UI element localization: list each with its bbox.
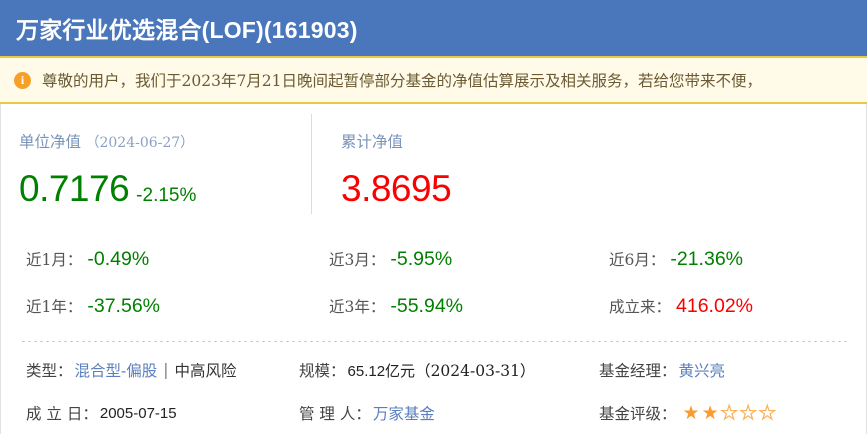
detail-rating-label: 基金评级： (599, 405, 677, 423)
perf-item-6m: 近6月： -21.36% (609, 248, 848, 271)
detail-company: 管 理 人： 万家基金 (299, 402, 599, 424)
detail-type-link[interactable]: 混合型-偏股 (74, 362, 158, 380)
star-empty-icon: ★ (758, 401, 776, 424)
unit-net-value-row: 0.7176 -2.15% (19, 170, 311, 207)
star-empty-icon: ★ (720, 401, 738, 424)
fund-summary-panel: 单位净值 （2024-06-27） 0.7176 -2.15% 累计净值 3.8… (0, 104, 867, 434)
detail-scale-date: （2024-03-31） (415, 362, 536, 380)
perf-value-3m: -5.95% (390, 248, 453, 270)
unit-net-value-change: -2.15% (136, 185, 197, 206)
star-filled-icon: ★ (701, 401, 719, 424)
detail-manager-label: 基金经理： (599, 362, 677, 380)
info-icon-glyph: i (20, 73, 25, 87)
accumulated-net-value-row: 3.8695 (341, 168, 452, 209)
star-empty-icon: ★ (739, 401, 757, 424)
perf-label-6m: 近6月： (609, 251, 666, 269)
unit-net-value-header: 单位净值 （2024-06-27） (19, 130, 311, 152)
detail-scale: 规模： 65.12亿元 （2024-03-31） (299, 359, 599, 381)
unit-net-value-date: （2024-06-27） (85, 135, 195, 151)
accumulated-net-value-header: 累计净值 (341, 130, 451, 152)
perf-item-3m: 近3月： -5.95% (329, 248, 609, 271)
perf-value-1m: -0.49% (87, 248, 150, 270)
perf-label-3y: 近3年： (329, 298, 386, 316)
info-icon: i (14, 71, 31, 89)
perf-value-1y: -37.56% (87, 295, 161, 317)
fund-details-grid: 类型： 混合型-偏股 | 中高风险 规模： 65.12亿元 （2024-03-3… (19, 342, 848, 424)
net-value-section: 单位净值 （2024-06-27） 0.7176 -2.15% 累计净值 3.8… (19, 104, 848, 236)
performance-grid: 近1月： -0.49% 近3月： -5.95% 近6月： -21.36% 近1年… (19, 236, 848, 318)
star-filled-icon: ★ (682, 401, 700, 424)
detail-founded: 成 立 日： 2005-07-15 (19, 402, 299, 424)
perf-value-6m: -21.36% (670, 248, 744, 270)
perf-label-since-inception: 成立来： (609, 298, 672, 316)
detail-founded-label: 成 立 日： (26, 405, 98, 423)
page-title: 万家行业优选混合(LOF)(161903) (16, 17, 358, 43)
detail-type: 类型： 混合型-偏股 | 中高风险 (19, 359, 299, 381)
perf-item-1m: 近1月： -0.49% (19, 248, 329, 271)
perf-item-1y: 近1年： -37.56% (19, 295, 329, 318)
net-value-divider (311, 114, 312, 214)
section-divider (19, 341, 848, 342)
perf-label-3m: 近3月： (329, 251, 386, 269)
accumulated-net-value-amount: 3.8695 (341, 168, 452, 209)
perf-value-3y: -55.94% (390, 295, 464, 317)
perf-label-1y: 近1年： (26, 298, 83, 316)
notice-banner: i 尊敬的用户，我们于2023年7月21日晚间起暂停部分基金的净值估算展示及相关… (0, 56, 867, 104)
detail-manager: 基金经理： 黄兴亮 (599, 359, 848, 381)
detail-scale-label: 规模： (299, 362, 346, 380)
perf-value-since-inception: 416.02% (676, 295, 753, 317)
detail-type-separator: | (163, 361, 169, 379)
unit-net-value-amount: 0.7176 (19, 168, 130, 209)
perf-item-since-inception: 成立来： 416.02% (609, 295, 848, 318)
detail-risk-level: 中高风险 (174, 362, 237, 380)
detail-founded-value: 2005-07-15 (99, 404, 177, 422)
detail-type-label: 类型： (26, 362, 73, 380)
detail-rating: 基金评级： ★ ★ ★ ★ ★ (599, 402, 848, 424)
unit-net-value-block: 单位净值 （2024-06-27） 0.7176 -2.15% (19, 130, 311, 236)
perf-label-1m: 近1月： (26, 251, 83, 269)
accumulated-net-value-label: 累计净值 (341, 133, 404, 151)
detail-scale-value: 65.12亿元 (347, 362, 416, 380)
page-header: 万家行业优选混合(LOF)(161903) (0, 0, 867, 56)
detail-manager-link[interactable]: 黄兴亮 (678, 362, 726, 380)
unit-net-value-label: 单位净值 (19, 133, 82, 151)
accumulated-net-value-block: 累计净值 3.8695 (311, 130, 452, 236)
notice-text: 尊敬的用户，我们于2023年7月21日晚间起暂停部分基金的净值估算展示及相关服务… (42, 72, 763, 90)
detail-company-label: 管 理 人： (299, 405, 371, 423)
rating-stars: ★ ★ ★ ★ ★ (682, 401, 777, 424)
perf-item-3y: 近3年： -55.94% (329, 295, 609, 318)
detail-company-link[interactable]: 万家基金 (372, 405, 435, 423)
